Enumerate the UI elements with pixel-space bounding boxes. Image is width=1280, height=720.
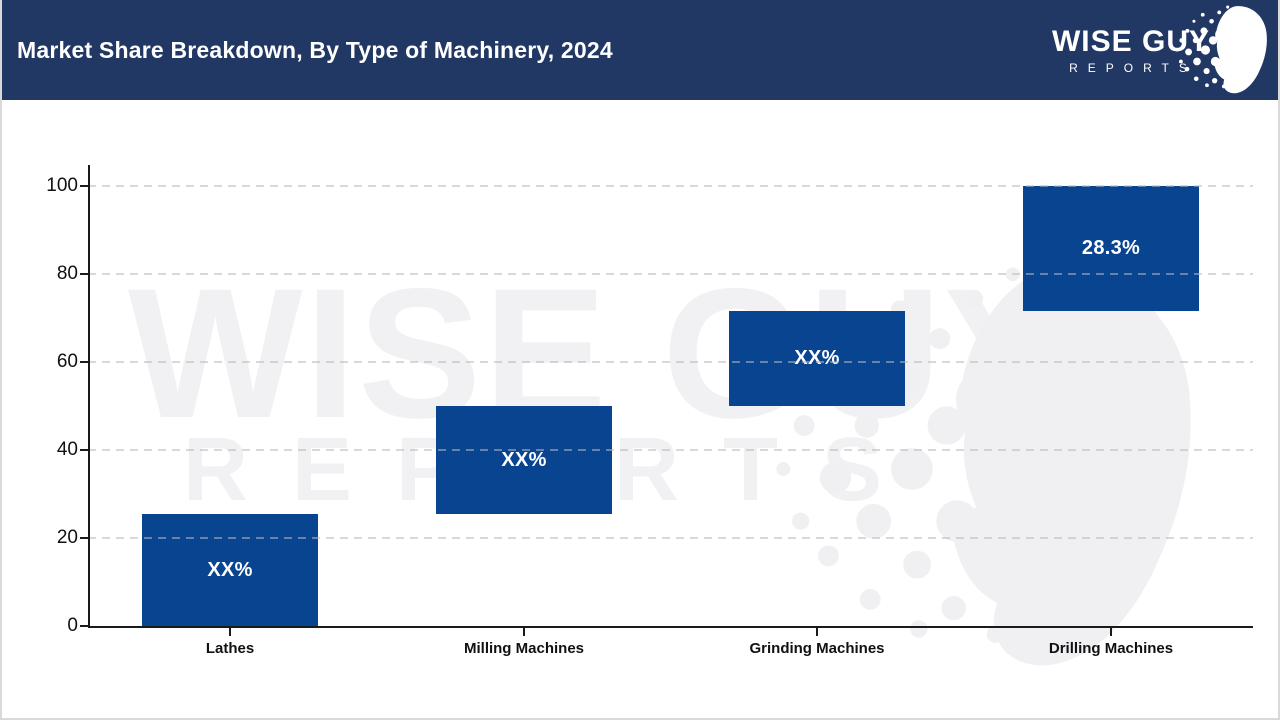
y-tick-mark bbox=[80, 185, 88, 187]
bar-segment: XX% bbox=[729, 310, 905, 406]
logo-reports-text: REPORTS bbox=[1069, 60, 1197, 75]
y-tick-label: 100 bbox=[46, 175, 78, 196]
y-tick-label: 40 bbox=[56, 439, 78, 460]
x-axis-line bbox=[88, 626, 1253, 628]
bar-value-label: 28.3% bbox=[1081, 236, 1141, 259]
y-tick-label: 60 bbox=[56, 351, 78, 372]
gridline bbox=[88, 185, 1253, 187]
y-tick-label: 0 bbox=[67, 615, 78, 636]
y-tick-mark bbox=[80, 273, 88, 275]
x-tick-mark bbox=[816, 628, 818, 636]
gridline bbox=[88, 273, 1253, 275]
y-axis-line bbox=[88, 165, 90, 628]
x-category-label: Grinding Machines bbox=[749, 640, 885, 657]
x-tick-mark bbox=[1110, 628, 1112, 636]
gridline bbox=[88, 361, 1253, 363]
bar-value-label: XX% bbox=[794, 346, 840, 369]
x-category-label: Lathes bbox=[205, 640, 255, 657]
header-banner: Market Share Breakdown, By Type of Machi… bbox=[0, 0, 1280, 100]
chart-title: Market Share Breakdown, By Type of Machi… bbox=[17, 36, 613, 63]
gridline bbox=[88, 537, 1253, 539]
y-tick-label: 20 bbox=[56, 527, 78, 548]
bar-value-label: XX% bbox=[501, 448, 547, 471]
x-category-label: Drilling Machines bbox=[1048, 640, 1174, 657]
x-category-label: Milling Machines bbox=[463, 640, 584, 657]
x-tick-mark bbox=[229, 628, 231, 636]
y-tick-mark bbox=[80, 537, 88, 539]
y-tick-label: 80 bbox=[56, 263, 78, 284]
bar-segment: 28.3% bbox=[1023, 186, 1199, 311]
bar-segment: XX% bbox=[436, 406, 612, 515]
y-tick-mark bbox=[80, 449, 88, 451]
wise-guy-reports-logo: WISE GUY REPORTS bbox=[1052, 0, 1274, 100]
y-tick-mark bbox=[80, 361, 88, 363]
x-tick-mark bbox=[523, 628, 525, 636]
bar-segment: XX% bbox=[142, 514, 318, 626]
gridline bbox=[88, 449, 1253, 451]
logo-dotted-face-icon bbox=[1166, 4, 1274, 96]
y-tick-mark bbox=[80, 625, 88, 627]
bar-value-label: XX% bbox=[207, 558, 253, 581]
